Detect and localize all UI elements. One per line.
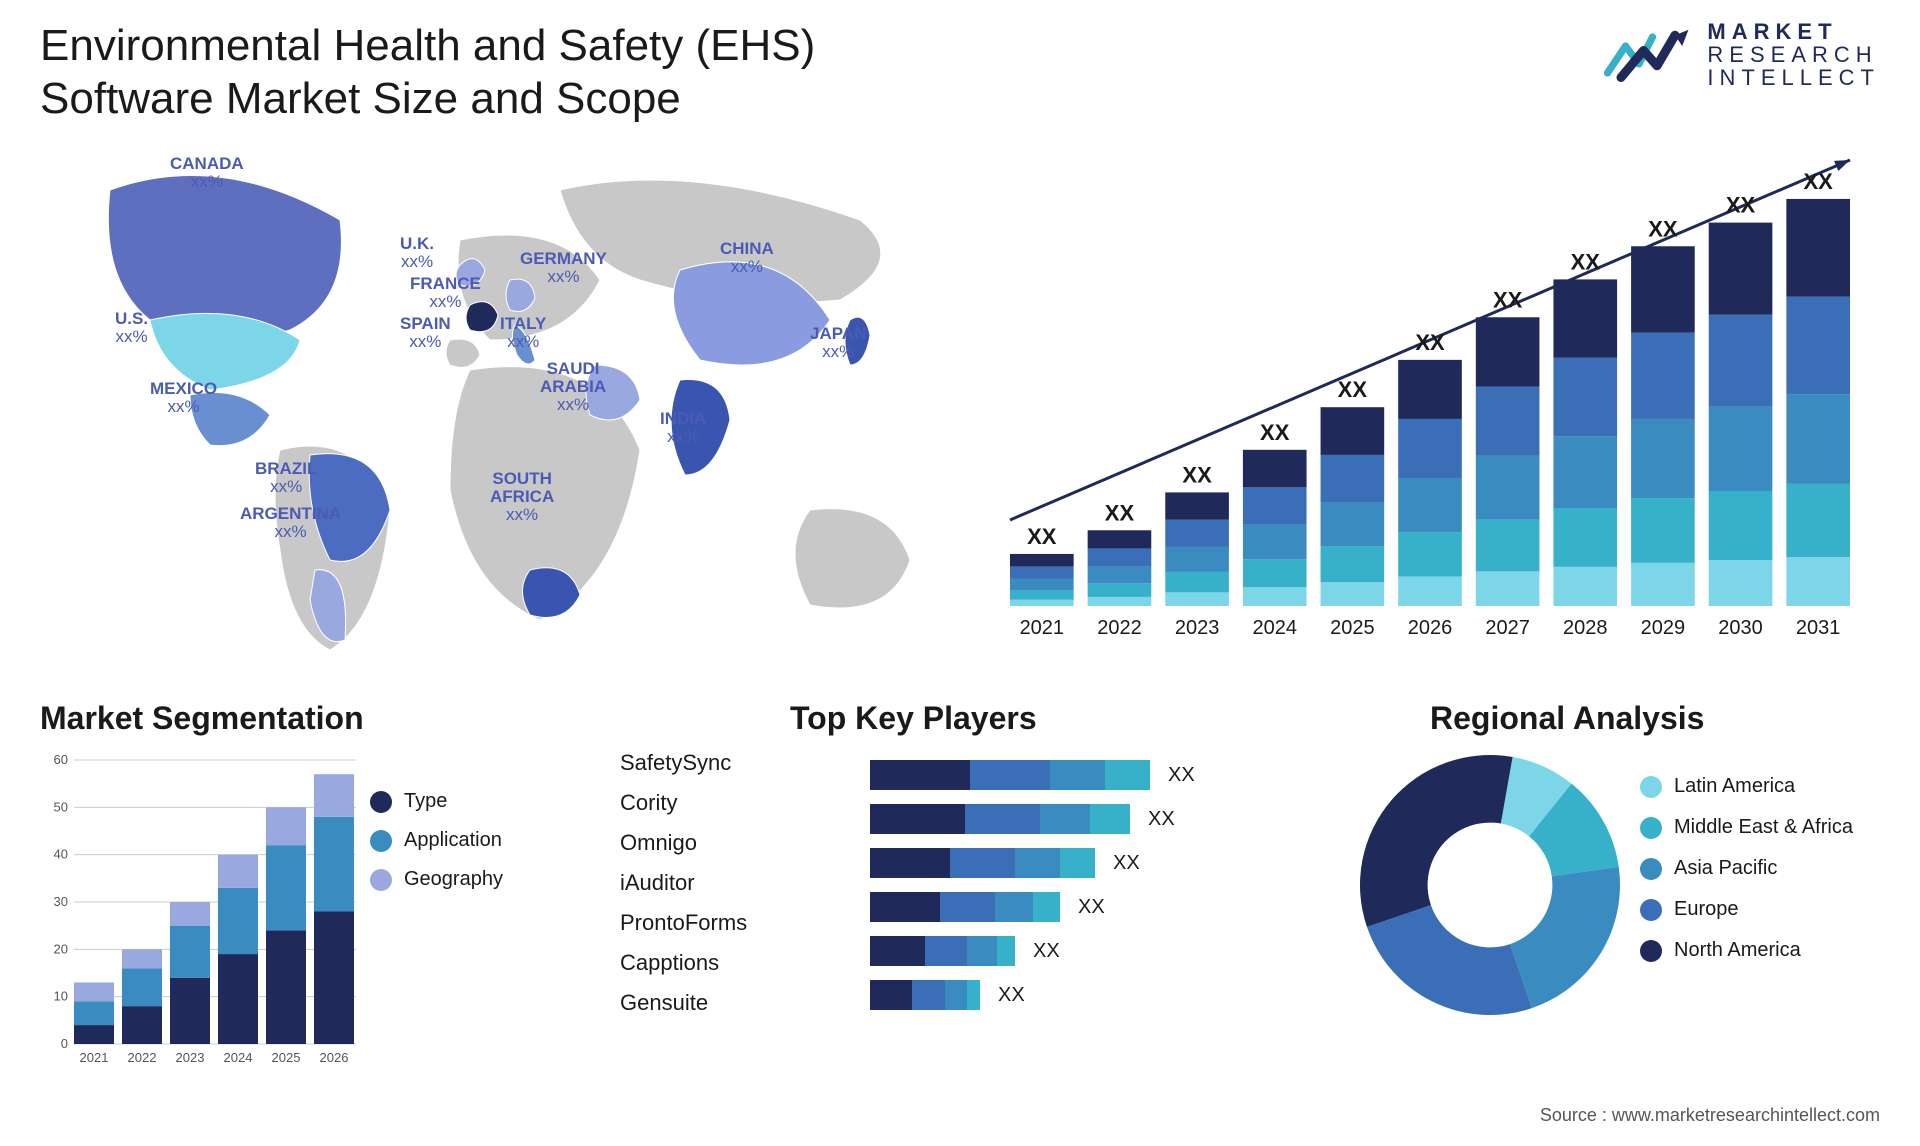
svg-text:2025: 2025: [272, 1050, 301, 1065]
svg-text:2024: 2024: [1252, 617, 1297, 639]
svg-text:XX: XX: [1105, 500, 1135, 525]
regional-title: Regional Analysis: [1430, 700, 1704, 737]
svg-text:60: 60: [54, 752, 68, 767]
seg-legend-item: Application: [370, 829, 503, 852]
svg-text:40: 40: [54, 847, 68, 862]
player-bar-row: XX: [870, 980, 1290, 1010]
svg-text:20: 20: [54, 941, 68, 956]
player-bar-row: XX: [870, 892, 1290, 922]
svg-text:2027: 2027: [1485, 617, 1530, 639]
region-legend-item: Asia Pacific: [1640, 857, 1853, 880]
svg-text:2028: 2028: [1563, 617, 1608, 639]
forecast-bar-chart-icon: XX 2021 XX 2022 XX 2023 XX 2024 XX 2025 XX 2026 XX 20…: [990, 150, 1870, 650]
svg-text:2030: 2030: [1718, 617, 1763, 639]
svg-text:2022: 2022: [128, 1050, 157, 1065]
svg-text:2023: 2023: [1175, 617, 1220, 639]
svg-text:2029: 2029: [1641, 617, 1686, 639]
svg-text:XX: XX: [1804, 169, 1834, 194]
logo-text-2: RESEARCH: [1707, 43, 1880, 66]
svg-text:2024: 2024: [224, 1050, 253, 1065]
svg-text:2021: 2021: [80, 1050, 109, 1065]
player-bar-row: XX: [870, 804, 1290, 834]
regional-donut-chart: [1350, 745, 1630, 1025]
svg-text:2031: 2031: [1796, 617, 1841, 639]
player-name: iAuditor: [620, 870, 780, 896]
player-bar-row: XX: [870, 848, 1290, 878]
logo-text-1: MARKET: [1707, 20, 1880, 43]
player-name: Capptions: [620, 950, 780, 976]
forecast-chart: XX 2021 XX 2022 XX 2023 XX 2024 XX 2025 XX 2026 XX 20…: [990, 150, 1870, 650]
svg-text:XX: XX: [1182, 462, 1212, 487]
svg-text:XX: XX: [1260, 420, 1290, 445]
svg-text:2021: 2021: [1020, 617, 1065, 639]
seg-legend-item: Geography: [370, 868, 503, 891]
player-name: ProntoForms: [620, 910, 780, 936]
logo-mark-icon: [1603, 25, 1693, 85]
world-map-icon: [40, 150, 960, 670]
players-title: Top Key Players: [790, 700, 1037, 737]
svg-text:30: 30: [54, 894, 68, 909]
donut-chart-icon: [1350, 745, 1630, 1025]
svg-text:XX: XX: [1493, 287, 1523, 312]
page-title: Environmental Health and Safety (EHS) So…: [40, 20, 940, 126]
player-name: Omnigo: [620, 830, 780, 856]
svg-text:XX: XX: [1027, 524, 1057, 549]
logo-text-3: INTELLECT: [1707, 66, 1880, 89]
region-legend-item: Latin America: [1640, 775, 1853, 798]
svg-text:XX: XX: [1648, 216, 1678, 241]
players-bar-chart: XX XX XX XX XX XX: [870, 760, 1290, 1010]
player-name: Gensuite: [620, 990, 780, 1016]
svg-text:XX: XX: [1338, 377, 1368, 402]
svg-text:50: 50: [54, 799, 68, 814]
svg-text:10: 10: [54, 989, 68, 1004]
segmentation-bar-chart-icon: 0 10 20 30 40 50 60 2021 2022 2023 2024 2025 2026: [40, 750, 360, 1070]
segmentation-title: Market Segmentation: [40, 700, 364, 737]
svg-text:2026: 2026: [320, 1050, 349, 1065]
player-name: SafetySync: [620, 750, 780, 776]
seg-legend-item: Type: [370, 790, 503, 813]
svg-text:2023: 2023: [176, 1050, 205, 1065]
svg-text:2022: 2022: [1097, 617, 1142, 639]
svg-text:2026: 2026: [1408, 617, 1453, 639]
player-name: Cority: [620, 790, 780, 816]
svg-text:XX: XX: [1726, 193, 1756, 218]
source-line: Source : www.marketresearchintellect.com: [1540, 1105, 1880, 1126]
svg-text:2025: 2025: [1330, 617, 1375, 639]
region-legend-item: Middle East & Africa: [1640, 816, 1853, 839]
region-legend-item: Europe: [1640, 898, 1853, 921]
region-legend-item: North America: [1640, 939, 1853, 962]
brand-logo: MARKET RESEARCH INTELLECT: [1603, 20, 1880, 89]
svg-text:XX: XX: [1571, 249, 1601, 274]
players-list: SafetySync Cority Omnigo iAuditor ProntoForm…: [620, 750, 780, 1016]
svg-text:XX: XX: [1415, 330, 1445, 355]
regional-legend: Latin America Middle East & Africa Asia Pa…: [1640, 775, 1853, 962]
segmentation-legend: Type Application Geography: [370, 790, 503, 891]
world-map-panel: CANADAxx%U.S.xx%MEXICOxx%BRAZILxx%ARGENT…: [40, 150, 960, 670]
player-bar-row: XX: [870, 760, 1290, 790]
player-bar-row: XX: [870, 936, 1290, 966]
svg-text:0: 0: [61, 1036, 68, 1051]
